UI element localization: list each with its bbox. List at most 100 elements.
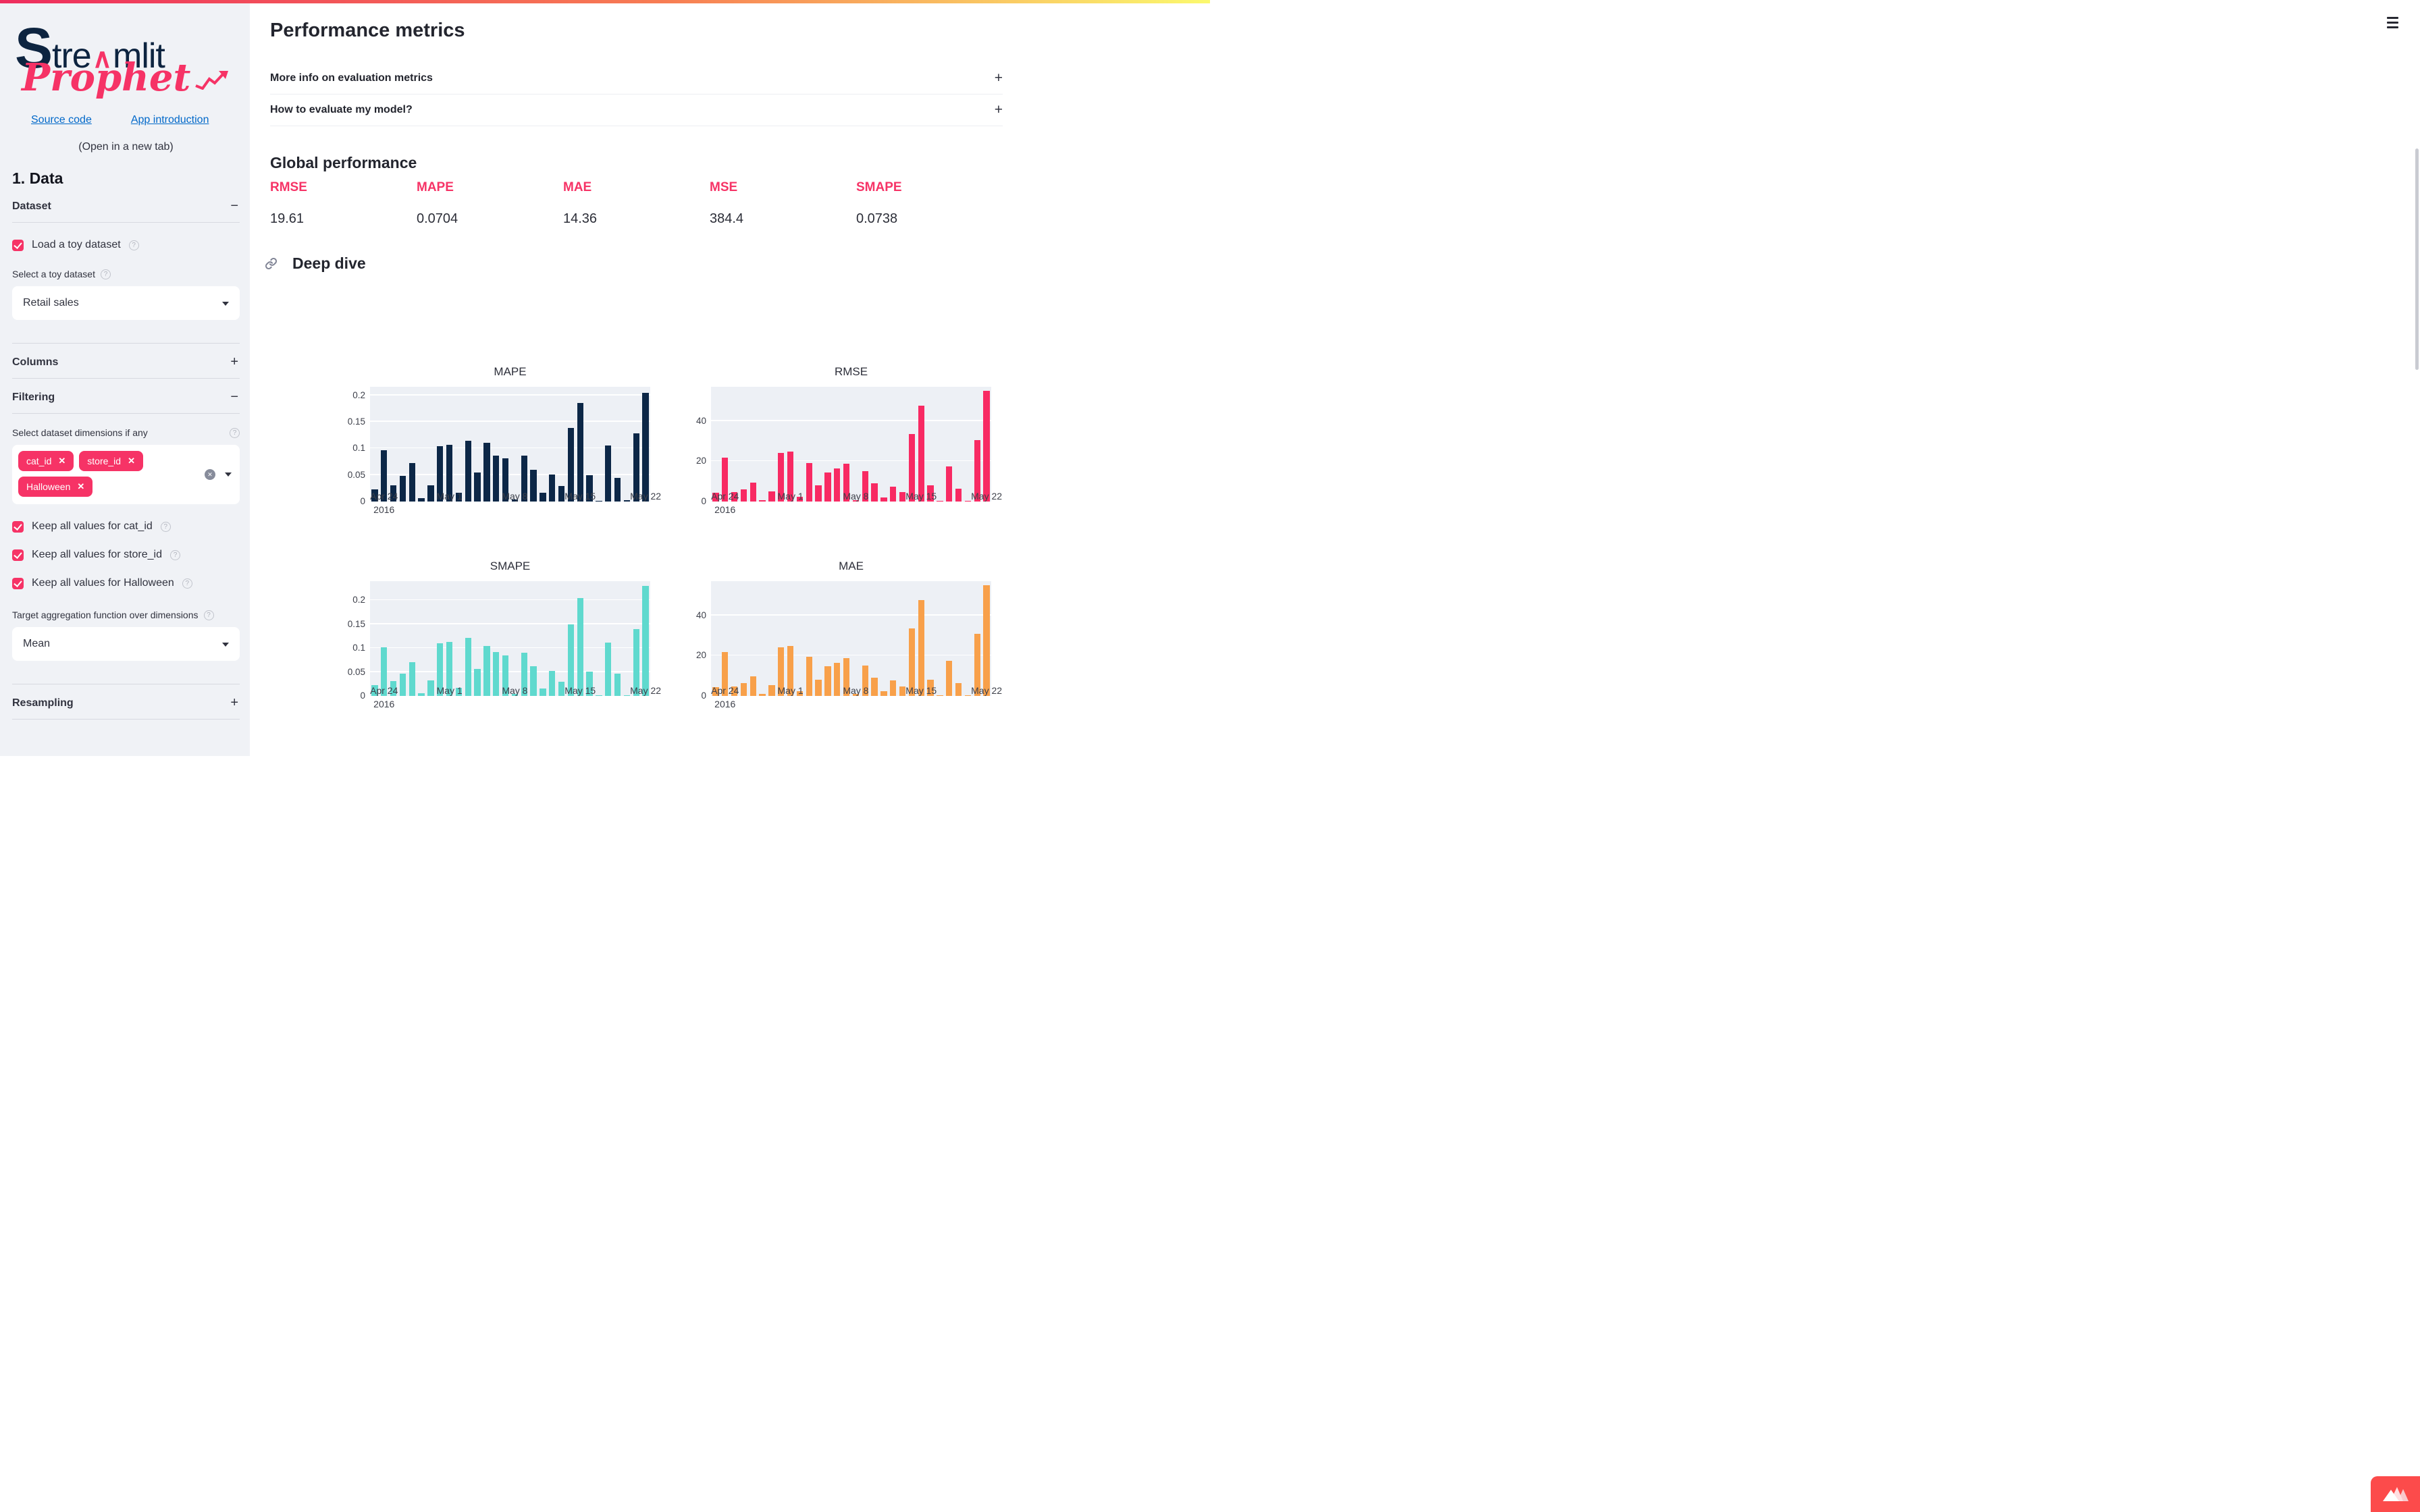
bar xyxy=(465,441,471,502)
bar xyxy=(633,629,639,696)
chart-plot-area: 0 0.05 0.1 0.15 0.2 xyxy=(348,387,650,506)
aggregation-select[interactable]: Mean xyxy=(12,627,240,661)
bar xyxy=(614,477,621,502)
bar xyxy=(712,492,719,502)
expander-resampling-label: Resampling xyxy=(12,697,74,709)
source-code-link[interactable]: Source code xyxy=(31,114,92,126)
bar xyxy=(642,585,649,696)
bar xyxy=(483,443,490,502)
scrollbar-thumb[interactable] xyxy=(2415,148,2419,370)
keep-store-id-checkbox[interactable] xyxy=(12,549,24,561)
bar xyxy=(418,498,425,502)
gridline xyxy=(711,420,991,421)
x-tick-label: May 22 xyxy=(971,685,1003,696)
bar xyxy=(787,645,794,696)
y-tick-label: 20 xyxy=(695,456,706,466)
gridline xyxy=(370,394,650,396)
keep-halloween-row: Keep all values for Halloween ? xyxy=(12,577,240,589)
expander-columns[interactable]: Columns + xyxy=(12,344,240,379)
bar xyxy=(418,693,425,696)
x-tick-label: Apr 24 2016 xyxy=(370,685,398,709)
bar xyxy=(749,482,756,502)
remove-tag-icon[interactable]: ✕ xyxy=(77,481,85,491)
help-icon[interactable]: ? xyxy=(182,578,192,589)
keep-cat-id-checkbox[interactable] xyxy=(12,520,24,533)
y-tick-label: 0 xyxy=(701,496,706,506)
y-tick-label: 0.15 xyxy=(347,618,365,629)
expander-dataset[interactable]: Dataset − xyxy=(12,188,240,223)
bar xyxy=(567,427,575,502)
gridline xyxy=(370,421,650,422)
bar xyxy=(787,452,794,502)
expander-resampling[interactable]: Resampling + xyxy=(12,684,240,720)
bar xyxy=(918,600,924,696)
help-icon[interactable]: ? xyxy=(128,240,139,250)
bar xyxy=(511,499,519,502)
expander-how-to-evaluate-label: How to evaluate my model? xyxy=(270,104,413,115)
help-icon[interactable]: ? xyxy=(230,427,240,438)
bar xyxy=(862,471,868,502)
tag-store-id[interactable]: store_id ✕ xyxy=(79,451,143,471)
load-toy-dataset-checkbox-row: Load a toy dataset ? xyxy=(12,239,240,251)
keep-cat-id-row: Keep all values for cat_id ? xyxy=(12,520,240,533)
multiselect-controls: ✕ xyxy=(205,469,232,480)
bar xyxy=(483,646,490,696)
metric-mape: MAPE 0.0704 xyxy=(417,180,458,226)
expander-more-info[interactable]: More info on evaluation metrics + xyxy=(270,63,1003,94)
bar xyxy=(927,485,934,502)
chart-x-axis: Apr 24 2016 May 1 May 8 May 15 May 22 xyxy=(711,489,1002,520)
help-icon[interactable]: ? xyxy=(160,521,171,532)
bar xyxy=(530,469,537,502)
y-tick-label: 40 xyxy=(695,610,706,620)
help-icon[interactable]: ? xyxy=(100,269,111,279)
expand-icon: + xyxy=(230,695,238,710)
bar xyxy=(740,489,747,502)
x-tick-label: May 15 xyxy=(905,685,937,696)
bar xyxy=(871,483,878,502)
help-icon[interactable]: ? xyxy=(203,610,214,620)
expander-filtering[interactable]: Filtering − xyxy=(12,379,240,414)
metric-rmse: RMSE 19.61 xyxy=(270,180,307,226)
sidebar-links: Source code App introduction xyxy=(31,114,240,126)
streamlit-badge[interactable] xyxy=(2371,1476,2420,1512)
expander-dataset-label: Dataset xyxy=(12,200,51,212)
app-introduction-link[interactable]: App introduction xyxy=(130,114,209,126)
tag-cat-id[interactable]: cat_id ✕ xyxy=(18,451,74,471)
deep-dive-title: Deep dive xyxy=(292,254,366,272)
keep-cat-id-label: Keep all values for cat_id xyxy=(32,520,153,532)
help-icon[interactable]: ? xyxy=(170,549,180,560)
bar xyxy=(586,671,593,696)
gridline xyxy=(370,599,650,601)
expander-more-info-label: More info on evaluation metrics xyxy=(270,72,433,84)
bar xyxy=(974,440,980,502)
chevron-down-icon[interactable] xyxy=(225,473,232,477)
bar xyxy=(731,686,738,696)
tag-halloween[interactable]: Halloween ✕ xyxy=(18,477,93,497)
bar xyxy=(623,500,631,502)
dimensions-select-label: Select dataset dimensions if any ? xyxy=(12,427,240,438)
menu-icon[interactable] xyxy=(2387,17,2398,31)
expander-how-to-evaluate[interactable]: How to evaluate my model? + xyxy=(270,94,1003,126)
collapse-icon: − xyxy=(230,198,238,213)
load-toy-dataset-checkbox[interactable] xyxy=(12,239,24,251)
bar xyxy=(399,673,406,696)
chart-plot-area: 0 20 40 xyxy=(696,387,991,506)
link-icon[interactable] xyxy=(265,257,278,270)
toy-dataset-select[interactable]: Retail sales xyxy=(12,286,240,320)
x-tick-label: May 1 xyxy=(777,491,804,502)
keep-store-id-label: Keep all values for store_id xyxy=(32,549,162,560)
dimensions-multiselect[interactable]: cat_id ✕ store_id ✕ Halloween ✕ ✕ xyxy=(12,445,240,504)
remove-tag-icon[interactable]: ✕ xyxy=(128,456,135,466)
bar xyxy=(381,450,388,502)
remove-tag-icon[interactable]: ✕ xyxy=(58,456,66,466)
chart-x-axis: Apr 24 2016 May 1 May 8 May 15 May 22 xyxy=(370,489,661,520)
chart-mae: MAE 0 20 40 Apr 24 2016 May 1 May 8 May 15 May … xyxy=(672,560,1002,725)
clear-all-icon[interactable]: ✕ xyxy=(205,469,215,480)
sidebar: Stre∧mlit Prophet Source code App introd… xyxy=(0,3,250,756)
bar xyxy=(596,501,602,502)
gridline xyxy=(711,654,991,656)
y-tick-label: 0 xyxy=(701,691,706,701)
keep-halloween-checkbox[interactable] xyxy=(12,577,24,589)
x-tick-label: May 8 xyxy=(502,491,528,502)
x-tick-label: May 1 xyxy=(436,491,463,502)
